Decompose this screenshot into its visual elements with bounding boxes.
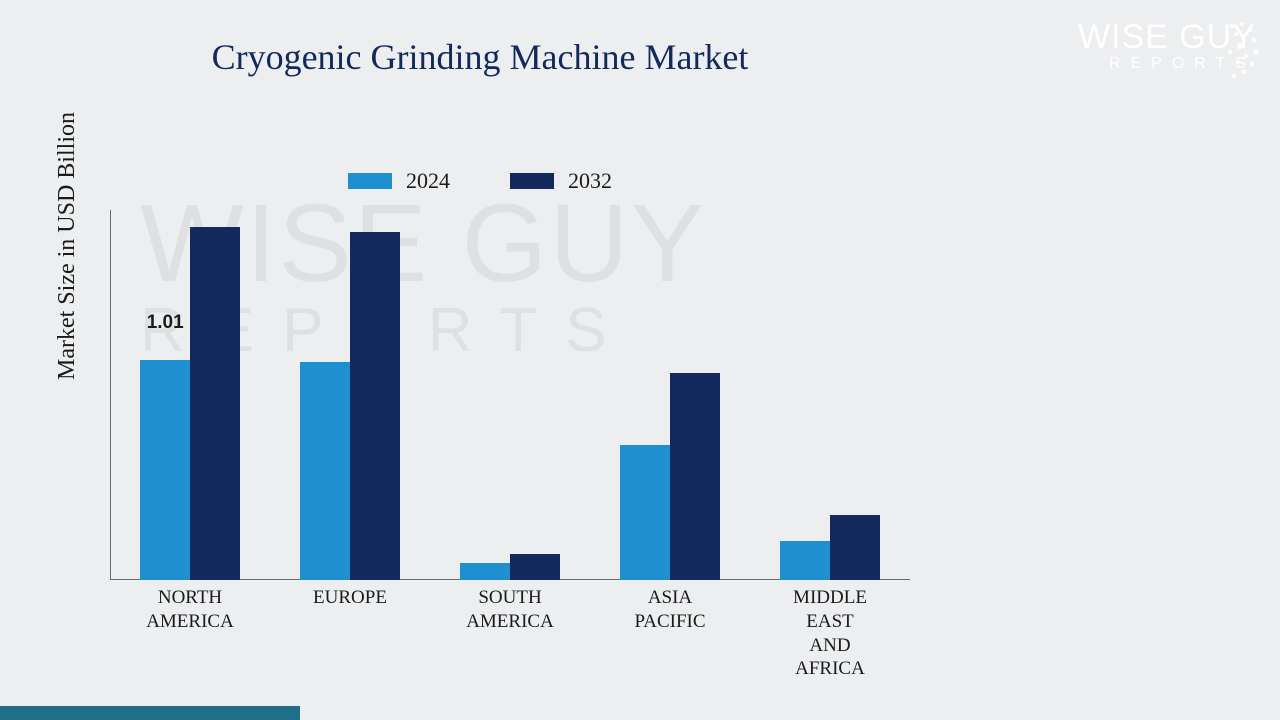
bar-chart: 1.01	[110, 210, 910, 580]
bar-y2024	[140, 360, 190, 580]
brand-logo: WISE GUY REPORTS	[1078, 20, 1256, 72]
bar-y2032	[830, 515, 880, 580]
category-label: ASIA PACIFIC	[634, 586, 705, 634]
logo-head-icon	[1192, 16, 1262, 86]
category-label: SOUTH AMERICA	[466, 586, 554, 634]
y-axis-label: Market Size in USD Billion	[54, 112, 81, 380]
bar-y2024	[620, 445, 670, 580]
footer-accent-strip	[0, 706, 300, 720]
category-label: NORTH AMERICA	[146, 586, 234, 634]
category-labels: NORTH AMERICA EUROPE SOUTH AMERICA ASIA PAC…	[110, 582, 910, 702]
legend: 2024 2032	[0, 168, 960, 194]
bar-y2032	[670, 373, 720, 580]
legend-item-y2024: 2024	[348, 168, 450, 194]
chart-title: Cryogenic Grinding Machine Market	[0, 36, 960, 78]
bar-y2032	[190, 227, 240, 580]
bar-y2024	[300, 362, 350, 580]
y-axis-line	[110, 210, 111, 580]
bar-y2024	[780, 541, 830, 580]
category-label: EUROPE	[313, 586, 387, 610]
legend-swatch	[510, 173, 554, 189]
legend-label: 2024	[406, 168, 450, 194]
bar-y2032	[350, 232, 400, 580]
legend-item-y2032: 2032	[510, 168, 612, 194]
bar-y2032	[510, 554, 560, 580]
stage: WISE GUY REPORTS WISE GUY REPORTS Cryoge…	[0, 0, 1280, 720]
bar-y2024	[460, 563, 510, 580]
legend-label: 2032	[568, 168, 612, 194]
bar-value-label: 1.01	[147, 312, 184, 334]
legend-swatch	[348, 173, 392, 189]
category-label: MIDDLE EAST AND AFRICA	[793, 586, 867, 681]
